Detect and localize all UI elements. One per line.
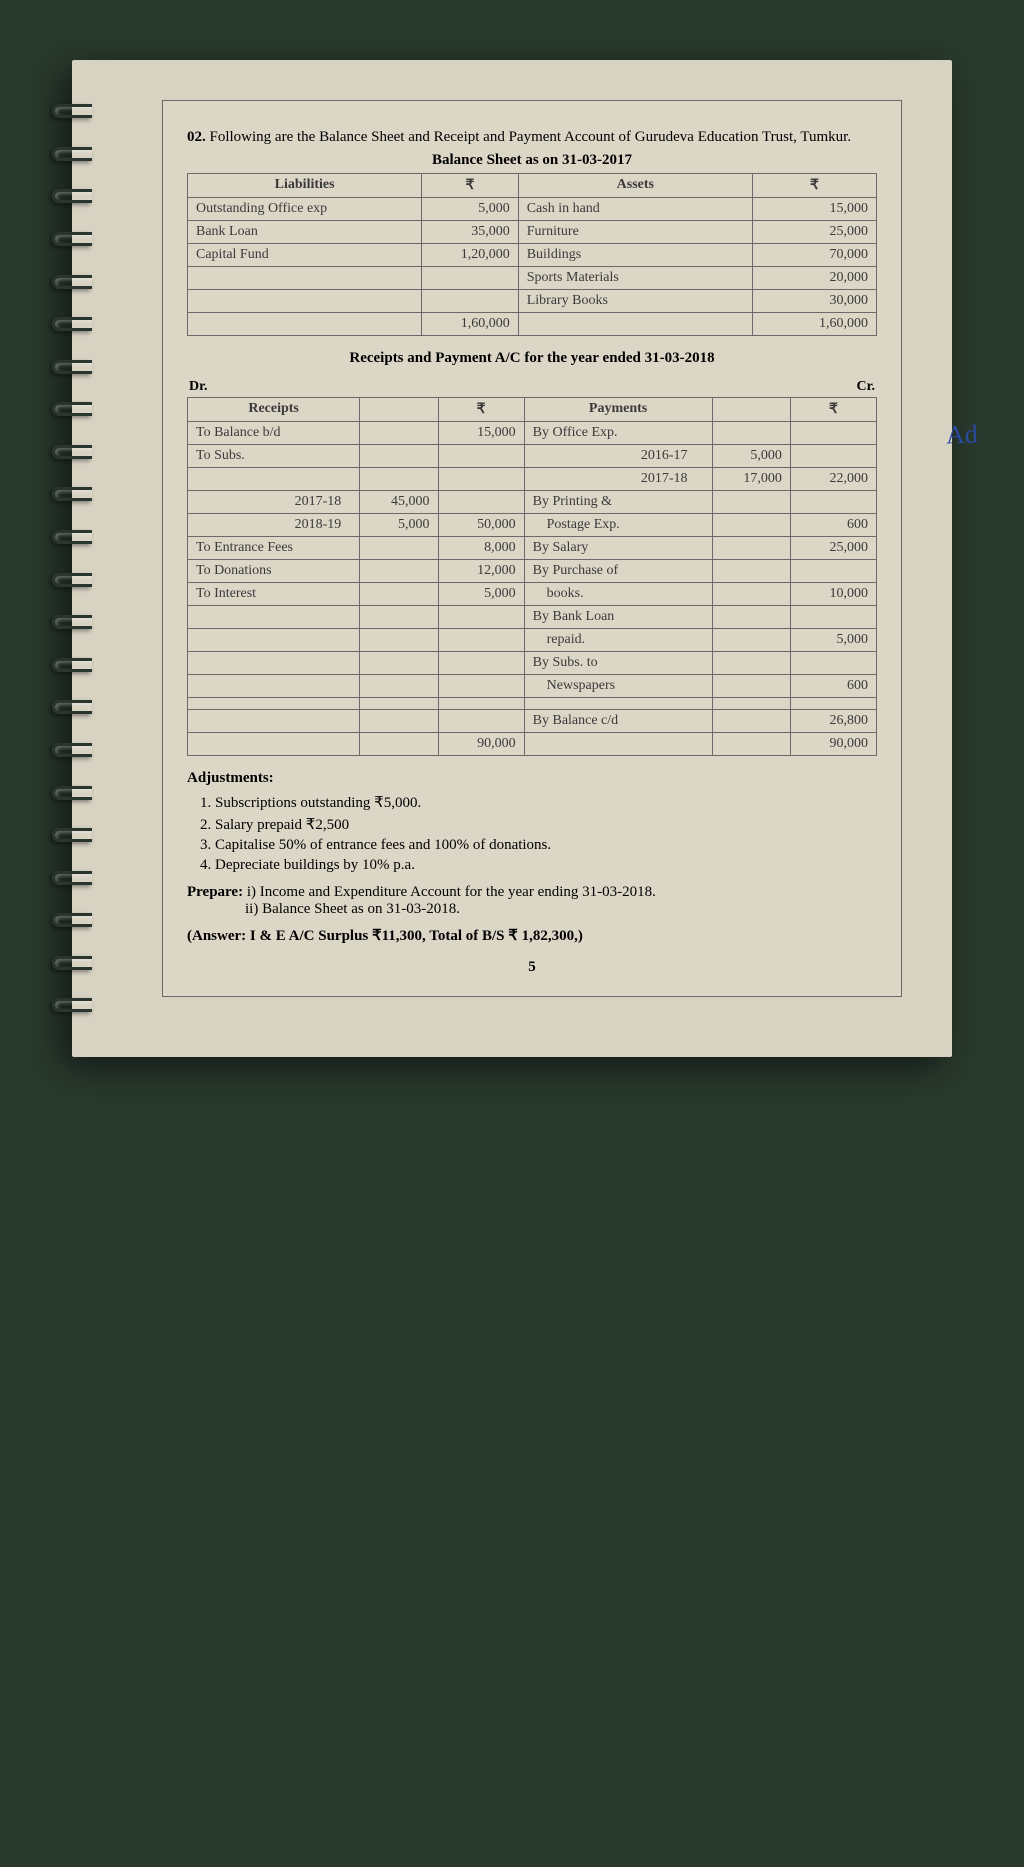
cr-label: Cr. [856, 379, 875, 395]
asset-item: Library Books [518, 290, 752, 313]
payments-header: Payments [524, 398, 712, 422]
receipt-sub-item: 2018-19 [188, 514, 360, 537]
prepare-item-i: i) Income and Expenditure Account for th… [247, 884, 656, 900]
payment-item: repaid. [524, 629, 712, 652]
asset-amount: 15,000 [752, 198, 876, 221]
payment-item: By Printing & [524, 491, 712, 514]
dr-label: Dr. [189, 379, 208, 395]
receipts-header: Receipts [188, 398, 360, 422]
liability-amount: 5,000 [422, 198, 518, 221]
payments-total: 90,000 [790, 733, 876, 756]
adjustment-item: Depreciate buildings by 10% p.a. [215, 857, 877, 874]
liability-item: Bank Loan [188, 221, 422, 244]
receipts-total: 90,000 [438, 733, 524, 756]
handwritten-margin-note: Ad [946, 419, 979, 450]
payment-amount: 10,000 [790, 583, 876, 606]
asset-item: Buildings [518, 244, 752, 267]
adjustment-item: Subscriptions outstanding ₹5,000. [215, 793, 877, 812]
receipt-item: To Subs. [188, 445, 360, 468]
liability-item: Capital Fund [188, 244, 422, 267]
content-frame: 02. Following are the Balance Sheet and … [162, 100, 902, 997]
page-number: 5 [187, 959, 877, 976]
assets-header: Assets [518, 174, 752, 198]
receipts-payments-table: Receipts ₹ Payments ₹ To Balance b/d 15,… [187, 397, 877, 756]
payment-item: By Subs. to [524, 652, 712, 675]
payment-sub-item: 2017-18 [524, 468, 712, 491]
payment-item: By Bank Loan [524, 606, 712, 629]
asset-item: Cash in hand [518, 198, 752, 221]
prepare-label: Prepare: [187, 884, 243, 900]
receipt-amount: 12,000 [438, 560, 524, 583]
liab-amount-header: ₹ [422, 174, 518, 198]
liabilities-total: 1,60,000 [422, 313, 518, 336]
liability-amount: 35,000 [422, 221, 518, 244]
question-text: Following are the Balance Sheet and Rece… [210, 129, 852, 145]
receipt-amount: 50,000 [438, 514, 524, 537]
payment-amount: 600 [790, 675, 876, 698]
payment-item: By Balance c/d [524, 710, 712, 733]
adjustments-list: Subscriptions outstanding ₹5,000. Salary… [215, 793, 877, 874]
receipts-amount-header: ₹ [438, 398, 524, 422]
payment-amount: 5,000 [790, 629, 876, 652]
payment-amount: 22,000 [790, 468, 876, 491]
liabilities-header: Liabilities [188, 174, 422, 198]
receipt-amount: 15,000 [438, 422, 524, 445]
payment-item: Postage Exp. [524, 514, 712, 537]
answer-line: (Answer: I & E A/C Surplus ₹11,300, Tota… [187, 926, 877, 945]
prepare-item-ii: ii) Balance Sheet as on 31-03-2018. [245, 901, 877, 918]
question-heading: 02. Following are the Balance Sheet and … [187, 129, 877, 146]
liability-amount: 1,20,000 [422, 244, 518, 267]
payment-amount: 600 [790, 514, 876, 537]
payment-item: By Office Exp. [524, 422, 712, 445]
payment-sub-amount: 17,000 [712, 468, 790, 491]
receipt-sub-amount: 5,000 [360, 514, 438, 537]
receipt-amount: 5,000 [438, 583, 524, 606]
adjustment-item: Salary prepaid ₹2,500 [215, 815, 877, 834]
receipt-item: To Interest [188, 583, 360, 606]
balance-sheet-table: Liabilities ₹ Assets ₹ Outstanding Offic… [187, 173, 877, 336]
book-page: Ad 02. Following are the Balance Sheet a… [72, 60, 952, 1057]
balance-sheet-title: Balance Sheet as on 31-03-2017 [187, 152, 877, 169]
payment-amount: 25,000 [790, 537, 876, 560]
payment-item: Newspapers [524, 675, 712, 698]
payment-item: By Salary [524, 537, 712, 560]
payment-sub-amount: 5,000 [712, 445, 790, 468]
receipt-sub-amount: 45,000 [360, 491, 438, 514]
payment-sub-item: 2016-17 [524, 445, 712, 468]
payment-amount: 26,800 [790, 710, 876, 733]
asset-amount-header: ₹ [752, 174, 876, 198]
spiral-binding [52, 90, 92, 1027]
asset-amount: 30,000 [752, 290, 876, 313]
assets-total: 1,60,000 [752, 313, 876, 336]
payments-amount-header: ₹ [790, 398, 876, 422]
liability-item: Outstanding Office exp [188, 198, 422, 221]
receipt-item: To Donations [188, 560, 360, 583]
adjustment-item: Capitalise 50% of entrance fees and 100%… [215, 837, 877, 854]
receipt-amount: 8,000 [438, 537, 524, 560]
asset-item: Furniture [518, 221, 752, 244]
asset-amount: 20,000 [752, 267, 876, 290]
question-number: 02. [187, 129, 206, 145]
payment-item: By Purchase of [524, 560, 712, 583]
receipts-payments-title: Receipts and Payment A/C for the year en… [187, 350, 877, 367]
asset-amount: 25,000 [752, 221, 876, 244]
payment-item: books. [524, 583, 712, 606]
asset-amount: 70,000 [752, 244, 876, 267]
receipt-item: To Balance b/d [188, 422, 360, 445]
asset-item: Sports Materials [518, 267, 752, 290]
receipt-item: To Entrance Fees [188, 537, 360, 560]
adjustments-heading: Adjustments: [187, 770, 877, 787]
prepare-section: Prepare: i) Income and Expenditure Accou… [187, 884, 877, 918]
receipt-sub-item: 2017-18 [188, 491, 360, 514]
